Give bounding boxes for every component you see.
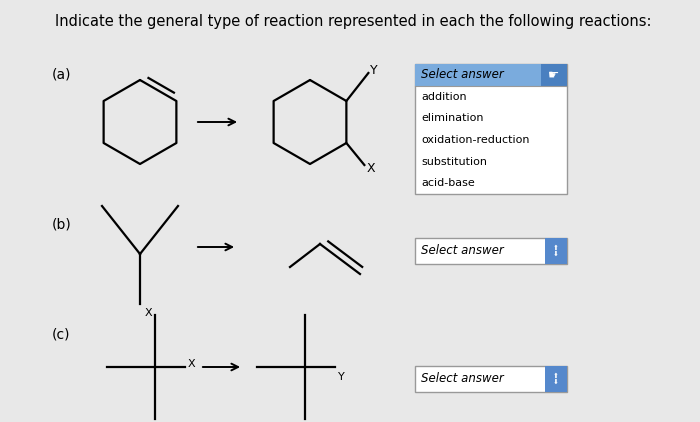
Text: X: X	[145, 308, 153, 318]
Bar	[415, 64, 567, 194]
Text: Select answer: Select answer	[421, 373, 504, 386]
Text: (c): (c)	[52, 327, 71, 341]
Text: elimination: elimination	[421, 114, 484, 123]
Text: Indicate the general type of reaction represented in each the following reaction: Indicate the general type of reaction re…	[55, 14, 652, 29]
Text: Select answer: Select answer	[421, 68, 504, 81]
Text: ☛: ☛	[548, 68, 559, 81]
Text: (a): (a)	[52, 67, 71, 81]
Text: ⬆
⬇: ⬆ ⬇	[553, 245, 559, 257]
Text: addition: addition	[421, 92, 467, 102]
Text: (b): (b)	[52, 217, 71, 231]
Text: X: X	[188, 359, 195, 369]
Text: substitution: substitution	[421, 157, 487, 167]
Bar	[415, 64, 567, 86]
Bar	[415, 366, 567, 392]
Text: Y: Y	[338, 372, 344, 382]
Bar	[415, 238, 567, 264]
Bar	[545, 238, 567, 264]
Text: Select answer: Select answer	[421, 244, 504, 257]
Text: X: X	[366, 162, 375, 176]
Bar	[545, 366, 567, 392]
Text: ⬆
⬇: ⬆ ⬇	[553, 373, 559, 385]
Bar	[541, 64, 567, 86]
Text: oxidation-reduction: oxidation-reduction	[421, 135, 529, 145]
Text: Y: Y	[370, 65, 378, 78]
Text: acid-base: acid-base	[421, 178, 475, 188]
